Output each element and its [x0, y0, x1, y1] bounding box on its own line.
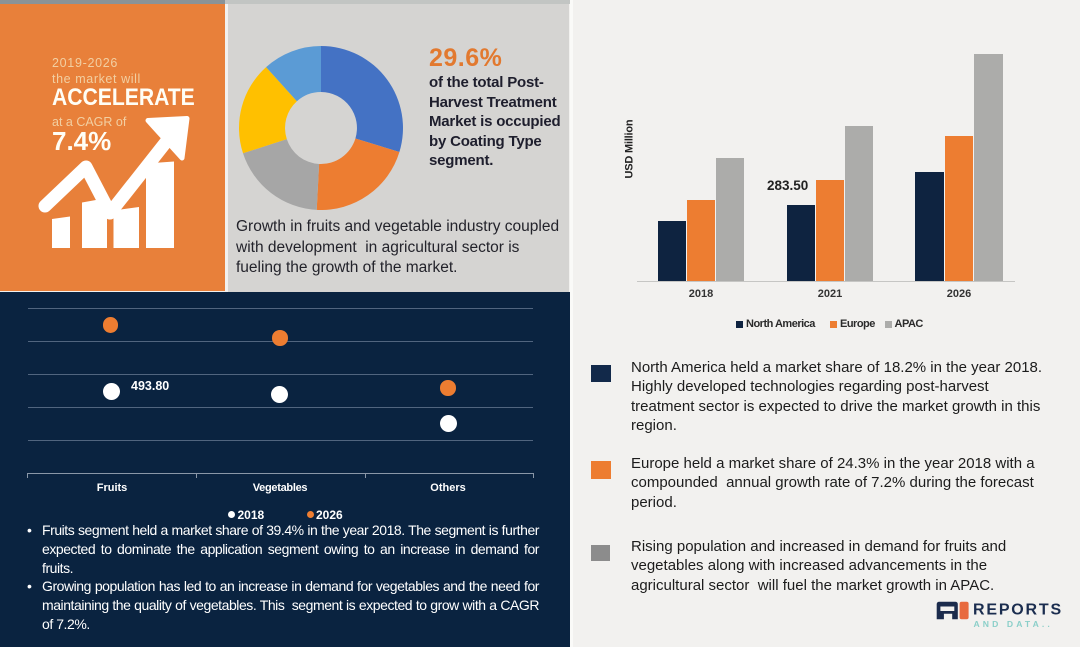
- svg-text:AND DATA..: AND DATA..: [974, 619, 1053, 629]
- svg-text:REPORTS: REPORTS: [973, 601, 1063, 618]
